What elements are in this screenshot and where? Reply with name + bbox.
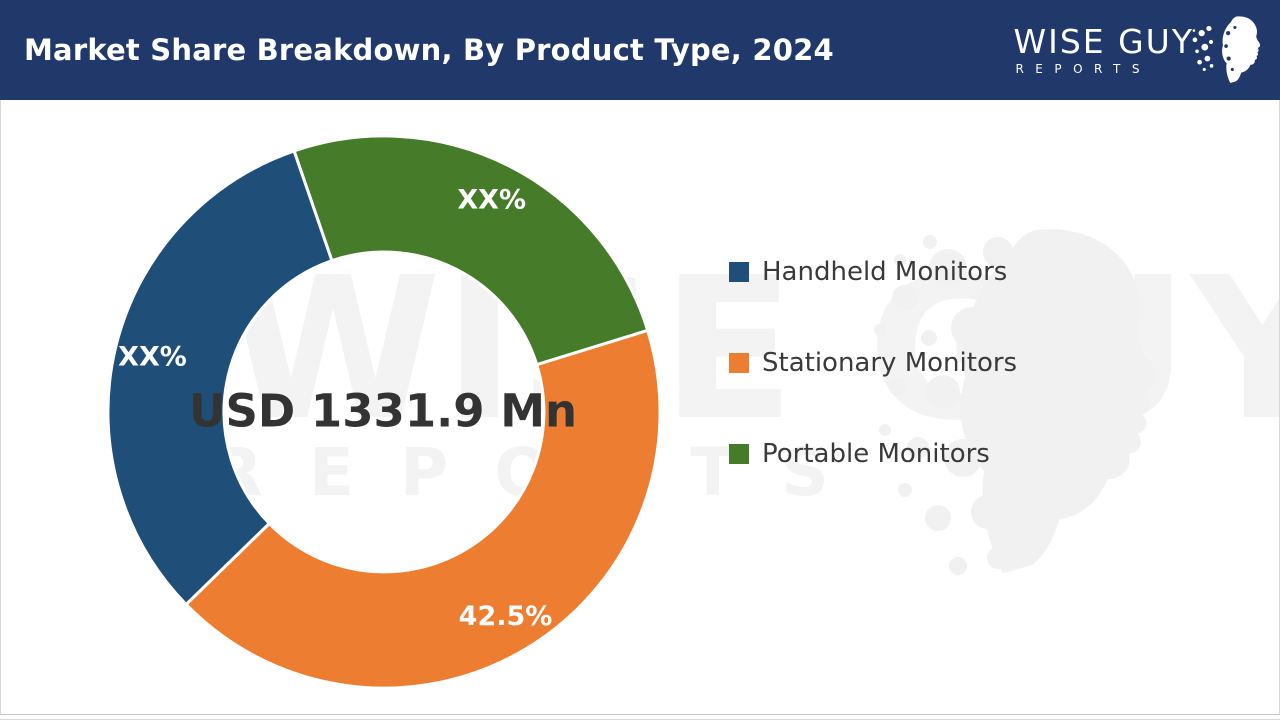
legend-swatch-handheld: [729, 262, 749, 282]
legend-label: Portable Monitors: [762, 439, 990, 469]
donut-center-total: USD 1331.9 Mn: [189, 385, 577, 438]
donut-segment-portable-monitors[interactable]: [292, 134, 650, 367]
wiseguy-logo-text: WISE GUY REPORTS: [1013, 25, 1194, 76]
segment-value-label: 42.5%: [459, 601, 553, 632]
donut-segment-handheld-monitors[interactable]: [106, 149, 334, 606]
legend-swatch-stationary: [729, 353, 749, 373]
logo-wordmark: WISE GUY: [1013, 21, 1194, 61]
segment-value-label: XX%: [457, 184, 526, 215]
left-border: [0, 100, 1, 720]
legend-item-portable-monitors[interactable]: Portable Monitors: [729, 439, 990, 469]
bottom-border: [0, 714, 1280, 720]
segment-value-label: XX%: [118, 341, 187, 372]
header-bar: Market Share Breakdown, By Product Type,…: [0, 0, 1280, 100]
logo-reports: REPORTS: [1015, 61, 1151, 76]
legend-label: Stationary Monitors: [762, 348, 1018, 378]
legend-item-handheld-monitors[interactable]: Handheld Monitors: [729, 257, 1008, 287]
legend-label: Handheld Monitors: [762, 257, 1008, 287]
legend-swatch-portable: [729, 444, 749, 464]
page-title: Market Share Breakdown, By Product Type,…: [24, 33, 834, 67]
wiseguy-logo: WISE GUY REPORTS: [1013, 9, 1264, 91]
wiseguy-logo-head-icon: [1192, 16, 1261, 83]
donut-segment-stationary-monitors[interactable]: [184, 328, 662, 690]
legend-item-stationary-monitors[interactable]: Stationary Monitors: [729, 348, 1018, 378]
